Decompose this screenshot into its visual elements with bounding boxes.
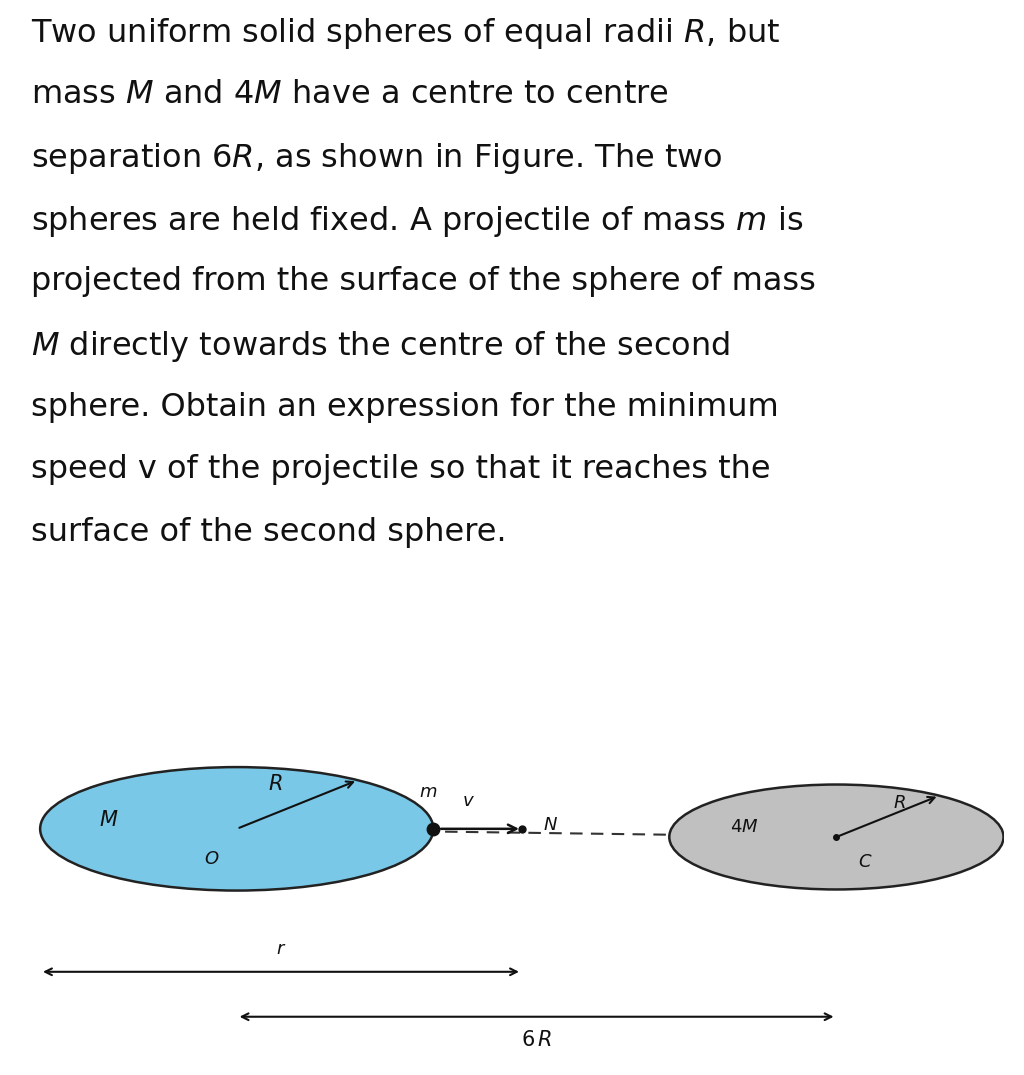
Text: $M$ directly towards the centre of the second: $M$ directly towards the centre of the s… — [31, 329, 730, 364]
Text: Two uniform solid spheres of equal radii $R$, but: Two uniform solid spheres of equal radii… — [31, 16, 780, 52]
Text: $6\,R$: $6\,R$ — [521, 1030, 552, 1050]
Text: surface of the second sphere.: surface of the second sphere. — [31, 517, 506, 547]
Text: $R$: $R$ — [268, 774, 283, 793]
Text: $r$: $r$ — [275, 941, 286, 959]
Text: sphere. Obtain an expression for the minimum: sphere. Obtain an expression for the min… — [31, 391, 778, 422]
Text: $R$: $R$ — [893, 794, 905, 813]
Text: $M$: $M$ — [99, 809, 119, 830]
Text: $O$: $O$ — [205, 850, 220, 869]
Ellipse shape — [40, 768, 433, 890]
Text: $N$: $N$ — [544, 816, 558, 834]
Text: v: v — [463, 792, 473, 811]
Text: $4M$: $4M$ — [730, 817, 759, 835]
Text: mass $M$ and 4$M$ have a centre to centre: mass $M$ and 4$M$ have a centre to centr… — [31, 78, 669, 110]
Ellipse shape — [670, 785, 1004, 889]
Text: projected from the surface of the sphere of mass: projected from the surface of the sphere… — [31, 267, 815, 298]
Text: speed v of the projectile so that it reaches the: speed v of the projectile so that it rea… — [31, 454, 770, 485]
Text: $C$: $C$ — [858, 852, 872, 871]
Text: separation 6$R$, as shown in Figure. The two: separation 6$R$, as shown in Figure. The… — [31, 141, 722, 176]
Text: spheres are held fixed. A projectile of mass $m$ is: spheres are held fixed. A projectile of … — [31, 204, 803, 239]
Text: $m$: $m$ — [419, 783, 437, 801]
